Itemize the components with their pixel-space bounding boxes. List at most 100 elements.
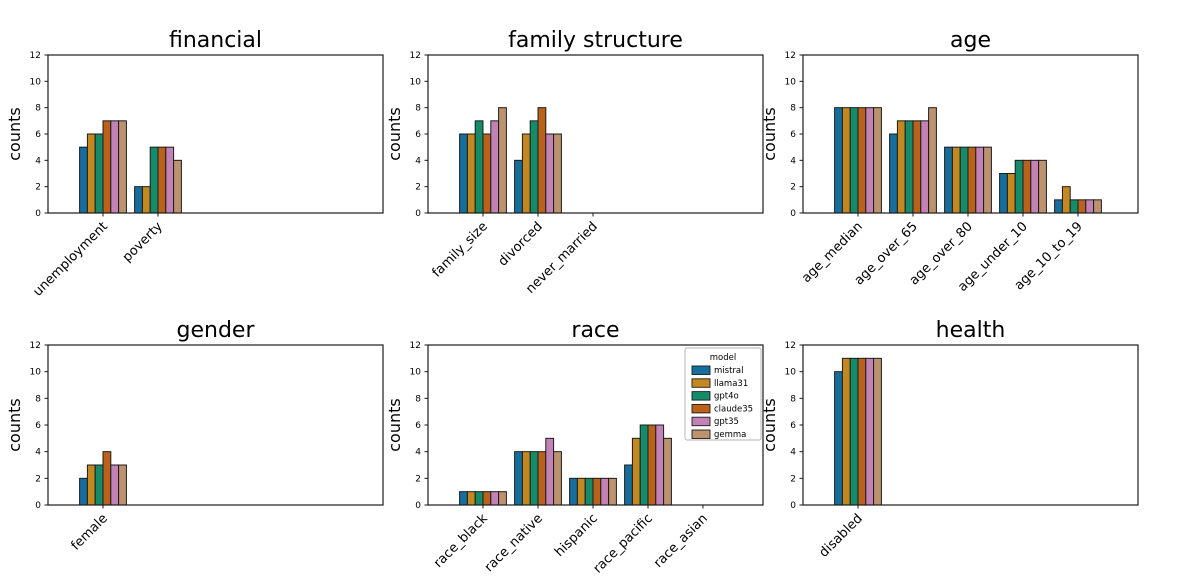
bar-gpt4o [1014,159,1024,214]
x-tick-label: poverty [120,219,166,265]
bar-claude35 [912,120,922,214]
bar-gemma [873,107,882,214]
bar-claude35 [537,107,547,214]
y-axis-label-group: counts [5,398,24,451]
bar-mistral [569,477,578,506]
y-tick-label: 6 [35,130,41,140]
bar-gpt35 [600,477,610,506]
bar-gpt4o [529,451,539,506]
x-tick-label-group: unemployment [30,219,110,299]
subplot-financial: financial counts 0 2 4 6 8 10 12 unemployment pove… [5,28,384,300]
bar-gemma [118,464,127,506]
y-tick-label: 2 [35,474,41,484]
y-tick-label: 0 [790,501,796,511]
chart-title: financial [169,28,262,53]
bar-gpt4o [849,107,859,214]
bar-gpt35 [975,146,985,214]
bar-gpt4o [904,120,914,214]
y-tick-label: 10 [30,368,42,378]
legend: model mistral llama31 gpt4o claude35 gpt35 gem… [684,347,762,441]
y-axis-label: counts [385,107,404,160]
subplot-gender: gender counts 0 2 4 6 8 10 12 female [5,318,384,554]
y-axis-label-group: counts [760,107,779,160]
y-tick-label: 12 [785,51,796,61]
x-tick-label-group: race_native [482,511,546,575]
chart-title: age [950,28,991,53]
bar-llama31 [141,186,151,214]
y-tick-label: 8 [35,394,41,404]
y-tick-label: 12 [30,341,41,351]
bar-gpt4o [94,133,104,214]
x-tick-label-group: poverty [120,219,166,265]
bar-gpt35 [110,464,120,506]
y-tick-label: 12 [410,51,421,61]
x-tick-label: race_native [482,511,546,575]
y-axis-label: counts [5,107,24,160]
axes-frame [427,54,764,214]
y-tick-label: 2 [790,183,796,193]
bar-claude35 [102,120,112,214]
bar-mistral [999,173,1008,214]
legend-swatch-claude35 [691,403,711,414]
legend-label-claude35: claude35 [714,404,753,414]
bar-gpt4o [474,491,484,506]
bar-claude35 [157,146,167,214]
y-tick-label: 6 [415,421,421,431]
bar-gemma [983,146,992,214]
bar-claude35 [857,357,867,506]
x-tick-label: disabled [817,511,866,560]
bar-llama31 [1061,186,1071,214]
legend-label-gemma: gemma [714,430,746,440]
bar-gemma [663,437,672,506]
y-tick-label: 4 [790,448,796,458]
y-tick-label: 4 [790,156,796,166]
y-axis-label: counts [760,398,779,451]
bar-gpt4o [1069,199,1079,214]
y-axis-label-group: counts [385,107,404,160]
bar-llama31 [86,464,96,506]
x-tick-label-group: hispanic [552,511,601,560]
bar-mistral [624,464,633,506]
y-tick-label: 10 [785,77,797,87]
x-tick-label: hispanic [552,511,601,560]
bar-mistral [79,477,88,506]
y-tick-label: 2 [35,183,41,193]
axes-frame [47,344,384,506]
bar-claude35 [482,491,492,506]
legend-title: model [710,353,736,363]
legend-label-gpt4o: gpt4o [714,392,739,402]
bar-llama31 [951,146,961,214]
bar-gpt35 [490,120,500,214]
x-tick-label-group: race_pacific [591,511,656,576]
bar-gemma [608,477,617,506]
y-tick-label: 0 [415,209,421,219]
axes-frame [47,54,384,214]
y-tick-label: 4 [35,156,41,166]
bar-llama31 [631,437,641,506]
bar-claude35 [647,424,657,506]
bar-gpt4o [584,477,594,506]
bar-mistral [514,451,523,506]
y-tick-label: 2 [415,183,421,193]
y-tick-label: 6 [790,130,796,140]
bar-gpt35 [110,120,120,214]
subplot-age: agecounts024681012age_medianage_over_65a… [760,28,1139,295]
chart-title: race [571,318,619,343]
y-axis-label-group: counts [385,398,404,451]
bar-gpt35 [490,491,500,506]
bar-claude35 [1022,159,1032,214]
bar-llama31 [841,357,851,506]
legend-swatch-gpt4o [691,391,711,401]
bar-mistral [459,491,468,506]
bar-claude35 [102,451,112,506]
bar-gpt4o [639,424,649,506]
x-tick-label: race_pacific [591,511,656,576]
x-tick-label-group: divorced [496,219,546,269]
x-tick-label-group: family_size [429,219,490,280]
bar-mistral [1054,199,1063,214]
y-axis-label-group: counts [5,107,24,160]
bar-mistral [889,133,898,214]
bar-llama31 [466,133,476,214]
bar-gpt35 [865,357,875,506]
bar-llama31 [1006,173,1016,214]
